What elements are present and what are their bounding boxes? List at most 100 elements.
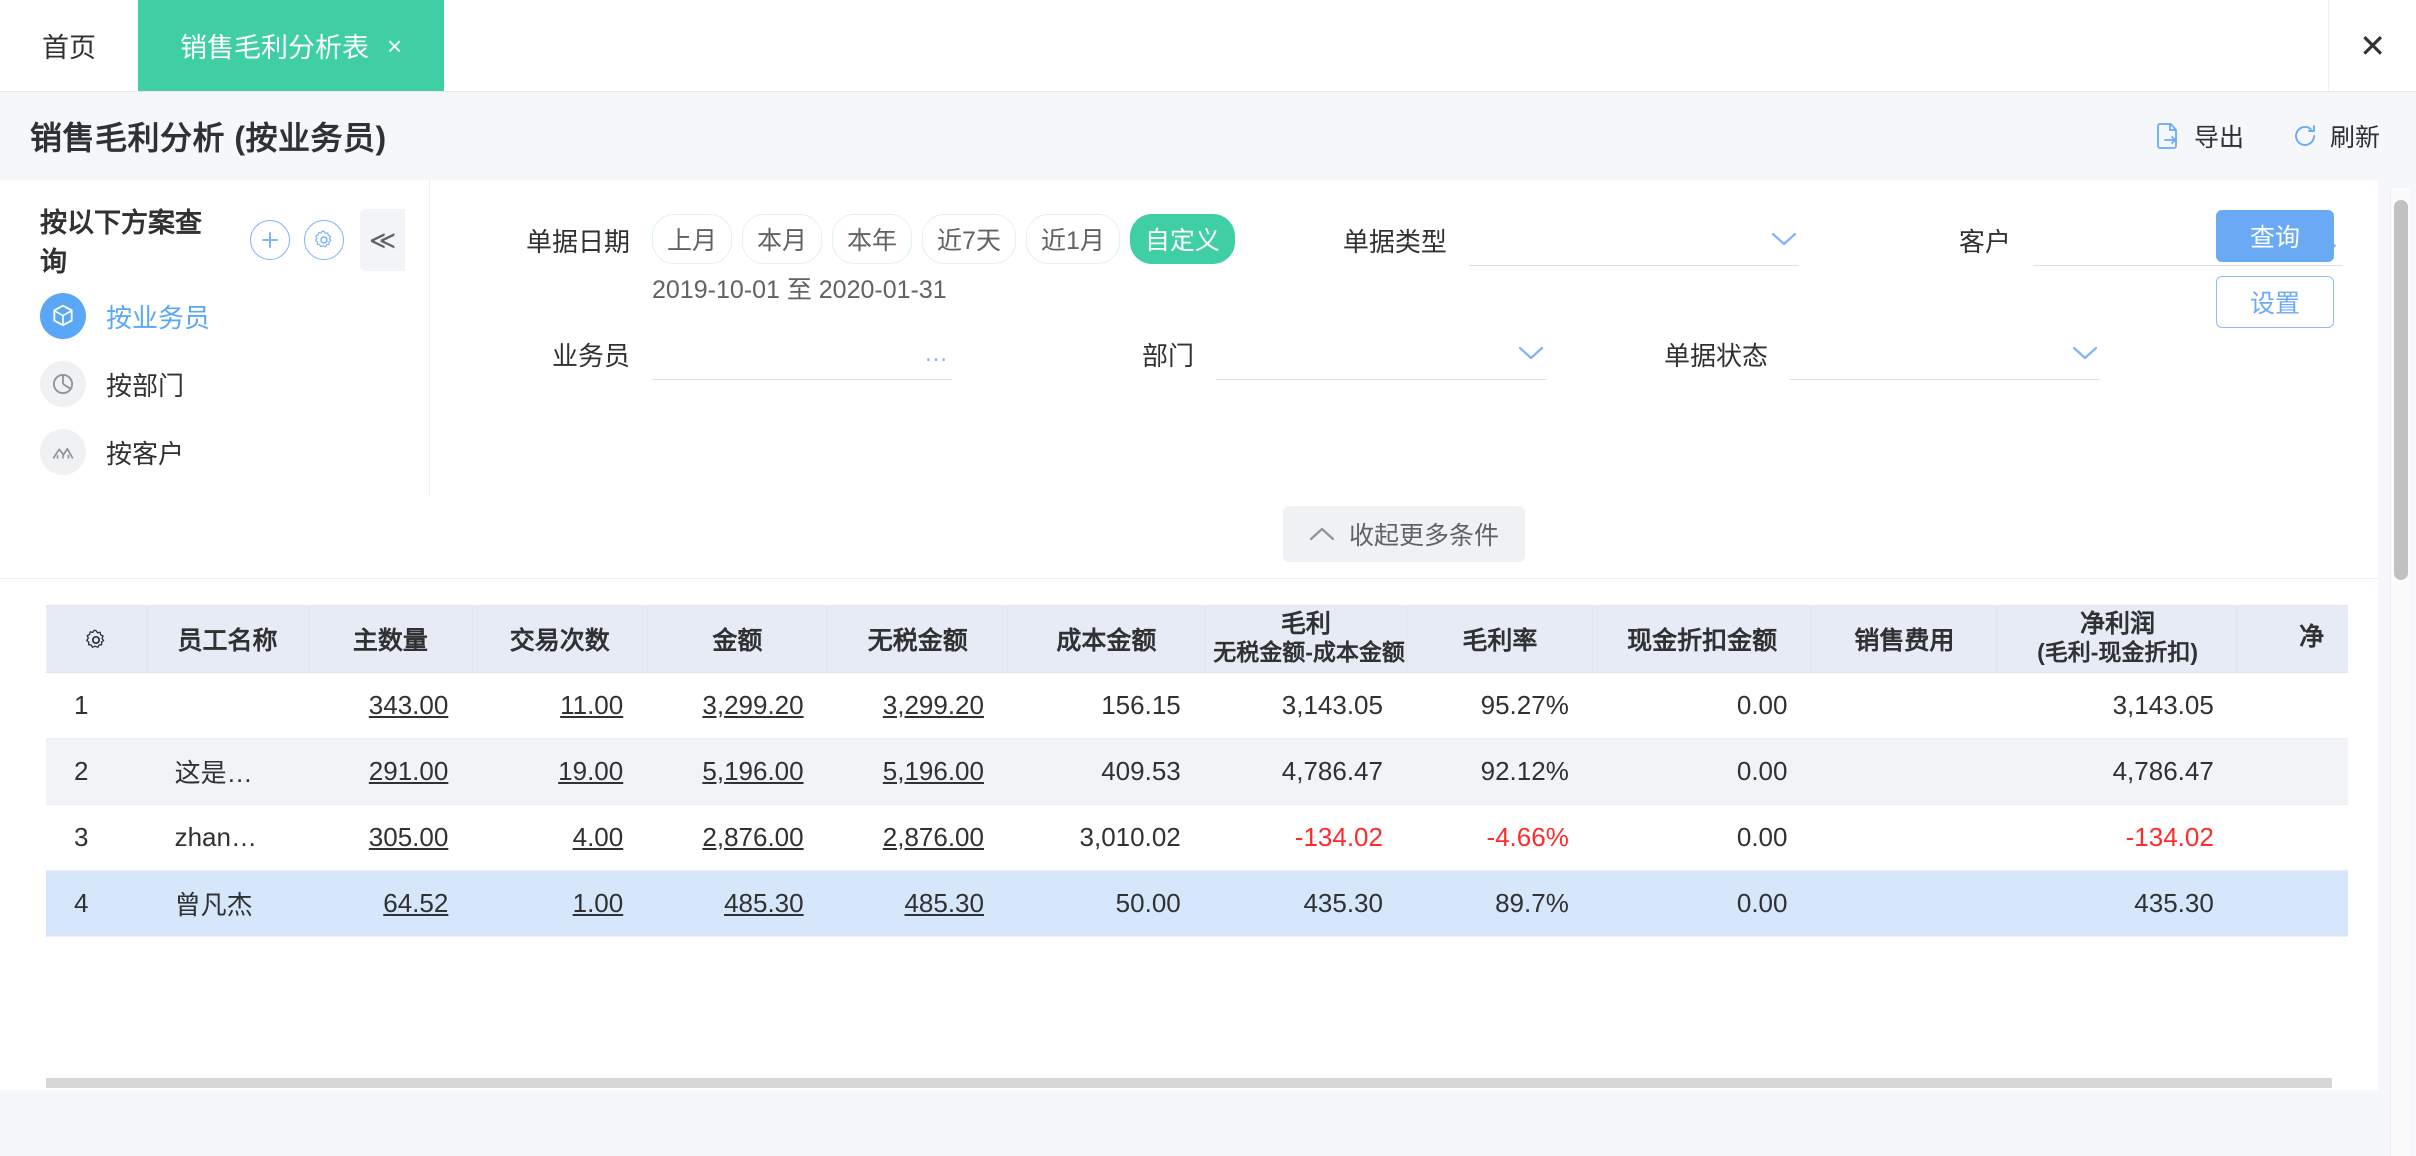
column-header-gross-rate[interactable]: 毛利率 [1406,606,1594,673]
table-row[interactable]: 2 这是… 291.00 19.00 5,196.00 5,196.00 409… [46,738,2348,805]
column-header-net-profit-formula: (毛利-现金折扣) [2037,639,2199,666]
cell-cost: 50.00 [1007,870,1205,937]
page-title: 销售毛利分析 (按业务员) [30,120,387,156]
tab-close-icon[interactable]: × [387,30,403,61]
scheme-list: 按业务员 按部门 [0,282,429,486]
scrollbar-thumb[interactable] [2394,200,2408,580]
doc-status-label: 单据状态 [1663,341,1768,371]
tab-sales-gross-profit[interactable]: 销售毛利分析表 × [138,0,445,91]
cell-count-link[interactable]: 4.00 [572,821,624,852]
column-header-net-profit[interactable]: 净利润 (毛利-现金折扣) [1997,606,2239,673]
cell-qty-link[interactable]: 291.00 [368,755,449,786]
gear-icon[interactable] [84,624,108,652]
collapse-more-conditions-button[interactable]: 收起更多条件 [1282,506,1525,562]
cell-name: zhan… [146,804,309,871]
cell-qty: 343.00 [308,672,473,739]
chip-custom[interactable]: 自定义 [1129,214,1235,264]
query-button[interactable]: 查询 [2216,210,2334,262]
cell-index: 4 [46,870,147,937]
refresh-button[interactable]: 刷新 [2292,118,2380,154]
export-label: 导出 [2193,124,2244,152]
settings-button[interactable]: 设置 [2216,276,2334,328]
filter-doc-status: 单据状态 [1608,328,2100,380]
data-table: 员工名称 主数量 交易次数 金额 无税金额 成本金额 毛利 无税金额-成本金额 … [46,606,2348,937]
cell-qty-link[interactable]: 305.00 [368,821,449,852]
scheme-item-by-department[interactable]: 按部门 [0,350,429,418]
cell-count-link[interactable]: 19.00 [558,755,624,786]
cell-rate: 89.7% [1406,870,1593,937]
collapse-panel-button[interactable]: ≪ [360,209,405,271]
salesman-select[interactable]: … [652,328,952,380]
cell-net2 [2237,804,2348,871]
column-header-amount[interactable]: 金额 [647,606,829,673]
table-row[interactable]: 4 曾凡杰 64.52 1.00 485.30 485.30 50.00 435… [46,870,2348,937]
date-range-value[interactable]: 2019-10-01 至 2020-01-31 [652,276,947,304]
column-header-sales-fee[interactable]: 销售费用 [1811,606,1998,673]
divider [0,578,2378,579]
column-settings-cell[interactable] [46,606,148,673]
cell-discount: 0.00 [1592,672,1812,739]
cell-count: 4.00 [472,804,648,871]
filter-action-buttons: 查询 设置 [2216,210,2334,328]
column-header-notax[interactable]: 无税金额 [827,606,1009,673]
filter-date: 单据日期 上月 本月 本年 近7天 近1月 自定义 2019-10-01 至 2… [480,214,1235,306]
window-close-button[interactable]: ✕ [2328,0,2416,91]
cell-net2 [2237,672,2348,739]
cell-notax-link[interactable]: 3,299.20 [882,689,984,720]
cell-qty-link[interactable]: 343.00 [368,689,449,720]
cell-notax: 3,299.20 [827,672,1008,739]
doc-status-select[interactable] [1790,328,2100,380]
cell-cost: 156.15 [1007,672,1205,739]
cell-amount-link[interactable]: 5,196.00 [702,755,804,786]
chip-last-1-month[interactable]: 近1月 [1025,214,1120,264]
cell-count-link[interactable]: 11.00 [560,689,624,720]
table-row[interactable]: 1 343.00 11.00 3,299.20 3,299.20 156.15 … [46,672,2348,739]
cell-net: -134.02 [1997,804,2238,871]
scheme-item-by-salesman[interactable]: 按业务员 [0,282,429,350]
column-header-gross-profit-title: 毛利 [1280,609,1331,638]
scheme-item-by-customer[interactable]: 按客户 [0,418,429,486]
column-header-count[interactable]: 交易次数 [472,606,648,673]
cell-notax: 5,196.00 [827,738,1008,805]
column-header-cost[interactable]: 成本金额 [1007,606,1206,673]
cell-notax-link[interactable]: 5,196.00 [882,755,984,786]
chip-this-month[interactable]: 本月 [742,214,823,264]
scheme-settings-gear-icon[interactable] [304,220,345,260]
chip-last-7-days[interactable]: 近7天 [922,214,1016,264]
export-icon [2156,122,2182,150]
cell-gross: -134.02 [1204,804,1407,871]
column-header-net-truncated[interactable]: 净 [2237,606,2348,673]
cell-count: 11.00 [472,672,648,739]
cell-qty-link[interactable]: 64.52 [383,887,449,918]
cell-notax-link[interactable]: 2,876.00 [882,821,984,852]
cell-fee [1811,738,1998,805]
column-header-cash-discount[interactable]: 现金折扣金额 [1592,606,1812,673]
cell-count-link[interactable]: 1.00 [572,887,624,918]
department-select[interactable] [1216,328,1546,380]
column-header-qty[interactable]: 主数量 [308,606,473,673]
page-vertical-scrollbar[interactable] [2390,188,2410,1156]
filter-area: 按以下方案查询 ≪ [0,180,2378,496]
ellipsis-icon[interactable]: … [924,339,950,367]
cell-amount-link[interactable]: 485.30 [724,887,804,918]
column-header-net-truncated-title: 净 [2299,623,2325,652]
chip-this-year[interactable]: 本年 [832,214,913,264]
table-row[interactable]: 3 zhan… 305.00 4.00 2,876.00 2,876.00 3,… [46,804,2348,871]
cell-gross: 3,143.05 [1204,672,1407,739]
customer-label: 客户 [1958,227,2011,257]
doc-type-select[interactable] [1468,214,1799,266]
column-header-gross-profit[interactable]: 毛利 无税金额-成本金额 [1204,606,1408,673]
collapse-more-label: 收起更多条件 [1348,522,1499,550]
add-scheme-icon[interactable] [250,220,291,260]
cell-fee [1811,672,1998,739]
cell-amount-link[interactable]: 3,299.20 [702,689,804,720]
filter-fields: 单据日期 上月 本月 本年 近7天 近1月 自定义 2019-10-01 至 2… [430,180,2378,496]
cell-discount: 0.00 [1592,804,1812,871]
tab-home[interactable]: 首页 [0,0,138,91]
cell-rate: 92.12% [1406,738,1593,805]
column-header-name[interactable]: 员工名称 [146,606,309,673]
cell-amount-link[interactable]: 2,876.00 [702,821,804,852]
export-button[interactable]: 导出 [2156,118,2244,154]
cell-notax-link[interactable]: 485.30 [904,887,984,918]
chip-last-month[interactable]: 上月 [652,214,733,264]
